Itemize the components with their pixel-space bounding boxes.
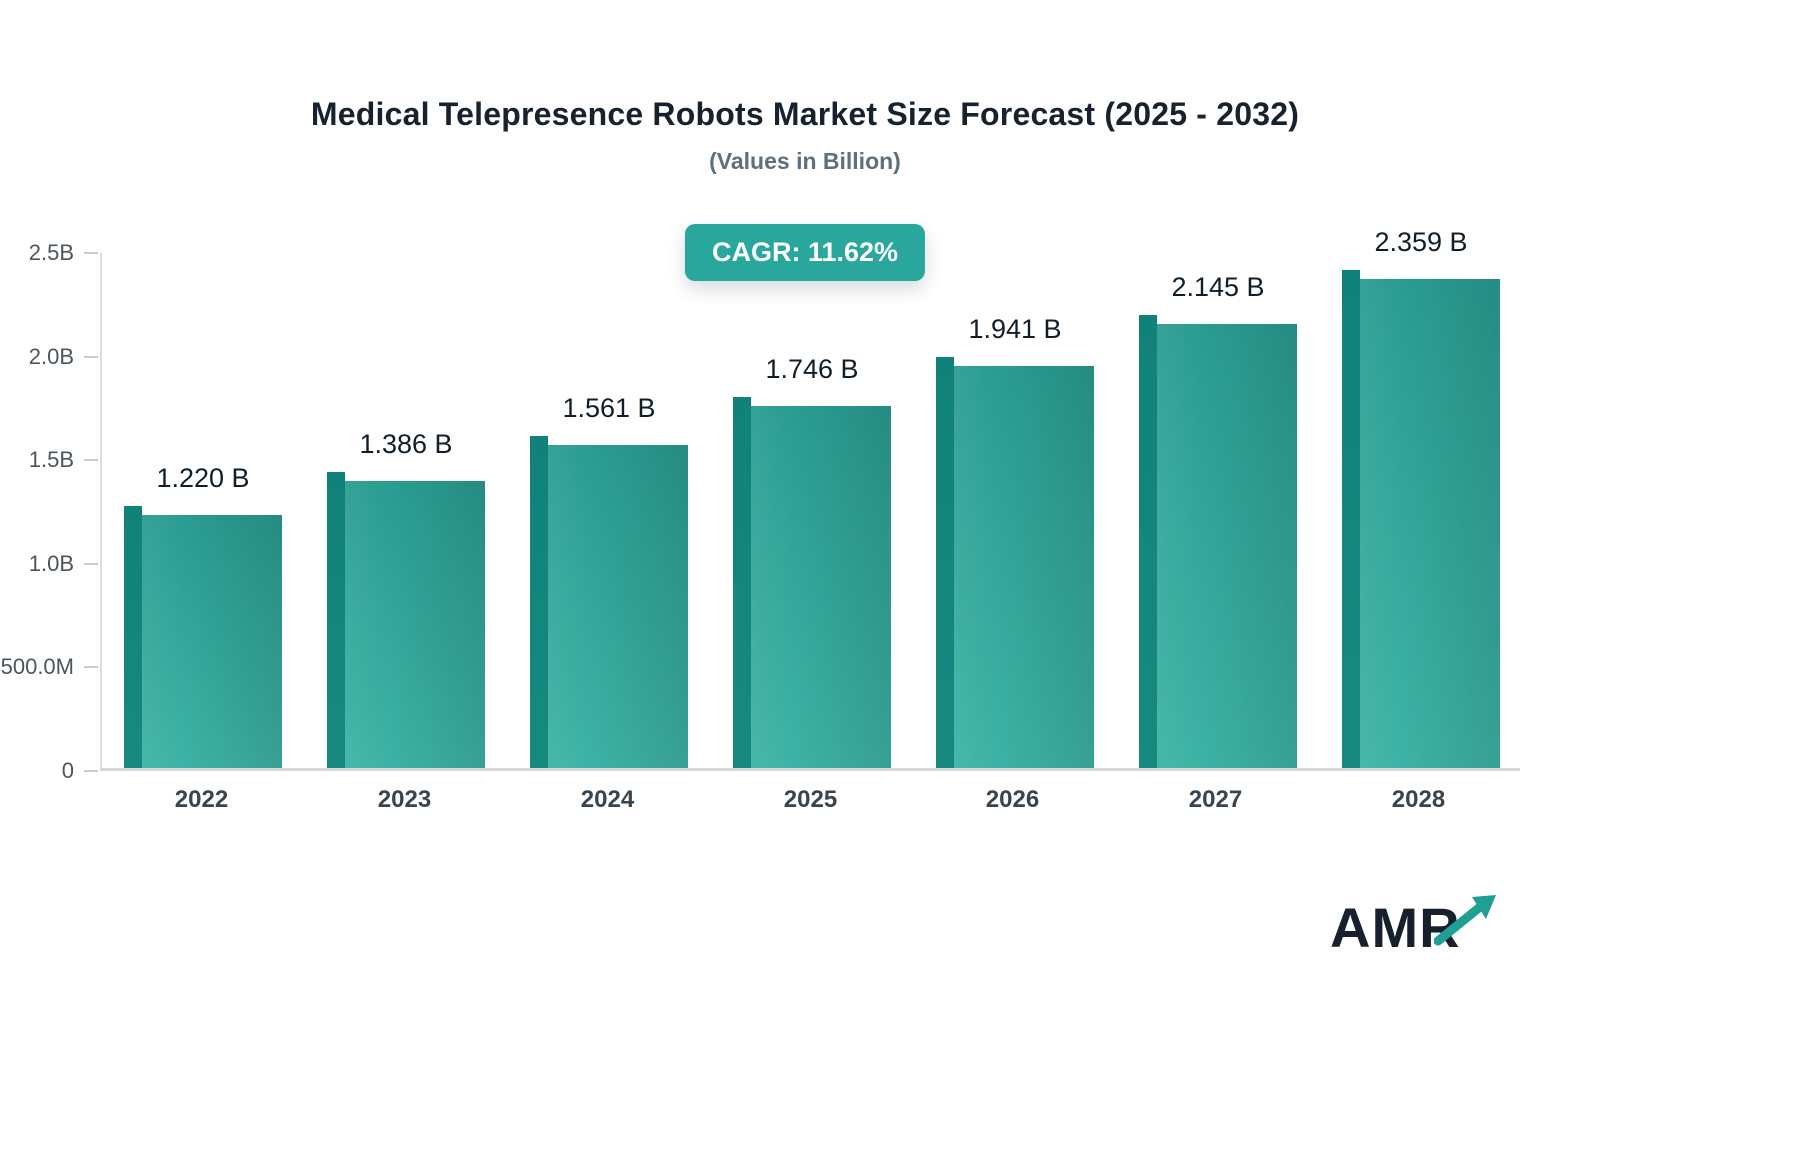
y-axis-tick (84, 563, 98, 565)
chart-title: Medical Telepresence Robots Market Size … (310, 96, 1300, 132)
bar-side-face (124, 506, 142, 768)
bar-value-label: 1.220 B (156, 463, 250, 493)
y-axis-label: 0 (61, 758, 74, 783)
bar-2027: 2.145 B (1139, 272, 1297, 768)
bar-2024: 1.561 B (530, 393, 688, 768)
bar-value-label: 2.145 B (1171, 272, 1265, 302)
bar-2023: 1.386 B (327, 429, 485, 768)
bar-side-face (530, 436, 548, 768)
bar-side-face (1342, 270, 1360, 768)
bar-value-label: 1.941 B (968, 314, 1062, 344)
bar-front-face (345, 481, 485, 768)
y-axis-tick (84, 770, 98, 772)
bar-value-label: 1.746 B (765, 354, 859, 384)
bar-side-face (733, 397, 751, 768)
bar-front-face (954, 366, 1094, 768)
x-axis-label-2023: 2023 (377, 786, 432, 813)
x-axis-label-2022: 2022 (174, 786, 229, 813)
y-axis-tick (84, 459, 98, 461)
cagr-badge: CAGR: 11.62% (684, 224, 926, 281)
x-axis-label-2028: 2028 (1391, 786, 1446, 813)
bar-side-face (936, 357, 954, 768)
y-axis-label: 2.0B (28, 344, 74, 369)
bar-front-face (1360, 279, 1500, 768)
bar-side-face (327, 472, 345, 768)
bar-value-label: 1.561 B (562, 393, 656, 423)
bar-2026: 1.941 B (936, 314, 1094, 768)
bar-side-face (1139, 315, 1157, 768)
bar-2025: 1.746 B (733, 354, 891, 768)
bar-2028: 2.359 B (1342, 227, 1500, 768)
x-axis-label-2027: 2027 (1188, 786, 1243, 813)
bar-front-face (751, 406, 891, 768)
y-axis-tick (84, 356, 98, 358)
x-axis: 2022 2023 2024 2025 2026 2027 2028 (100, 786, 1520, 822)
y-axis-label: 1.5B (28, 447, 74, 472)
bar-front-face (548, 445, 688, 768)
x-axis-label-2025: 2025 (783, 786, 838, 813)
bar-2022: 1.220 B (124, 463, 282, 768)
chart-subtitle: (Values in Billion) (709, 148, 901, 174)
bar-front-face (142, 515, 282, 768)
y-axis-label: 500.0M (0, 654, 74, 679)
y-axis-tick (84, 252, 98, 254)
x-axis-label-2024: 2024 (580, 786, 635, 813)
bar-value-label: 1.386 B (359, 429, 453, 459)
y-axis-tick (84, 666, 98, 668)
x-axis-label-2026: 2026 (985, 786, 1040, 813)
bar-value-label: 2.359 B (1374, 227, 1468, 257)
amr-logo: AMR (1330, 895, 1500, 965)
growth-arrow-icon (1434, 895, 1496, 946)
bar-front-face (1157, 324, 1297, 768)
y-axis-label: 2.5B (28, 240, 74, 265)
amr-logo-text: AMR (1330, 896, 1461, 959)
plot-area: 1.220 B 1.386 B 1.561 B 1.746 B 1.941 B 2.145… (1, 227, 1520, 783)
y-axis-label: 1.0B (28, 551, 74, 576)
